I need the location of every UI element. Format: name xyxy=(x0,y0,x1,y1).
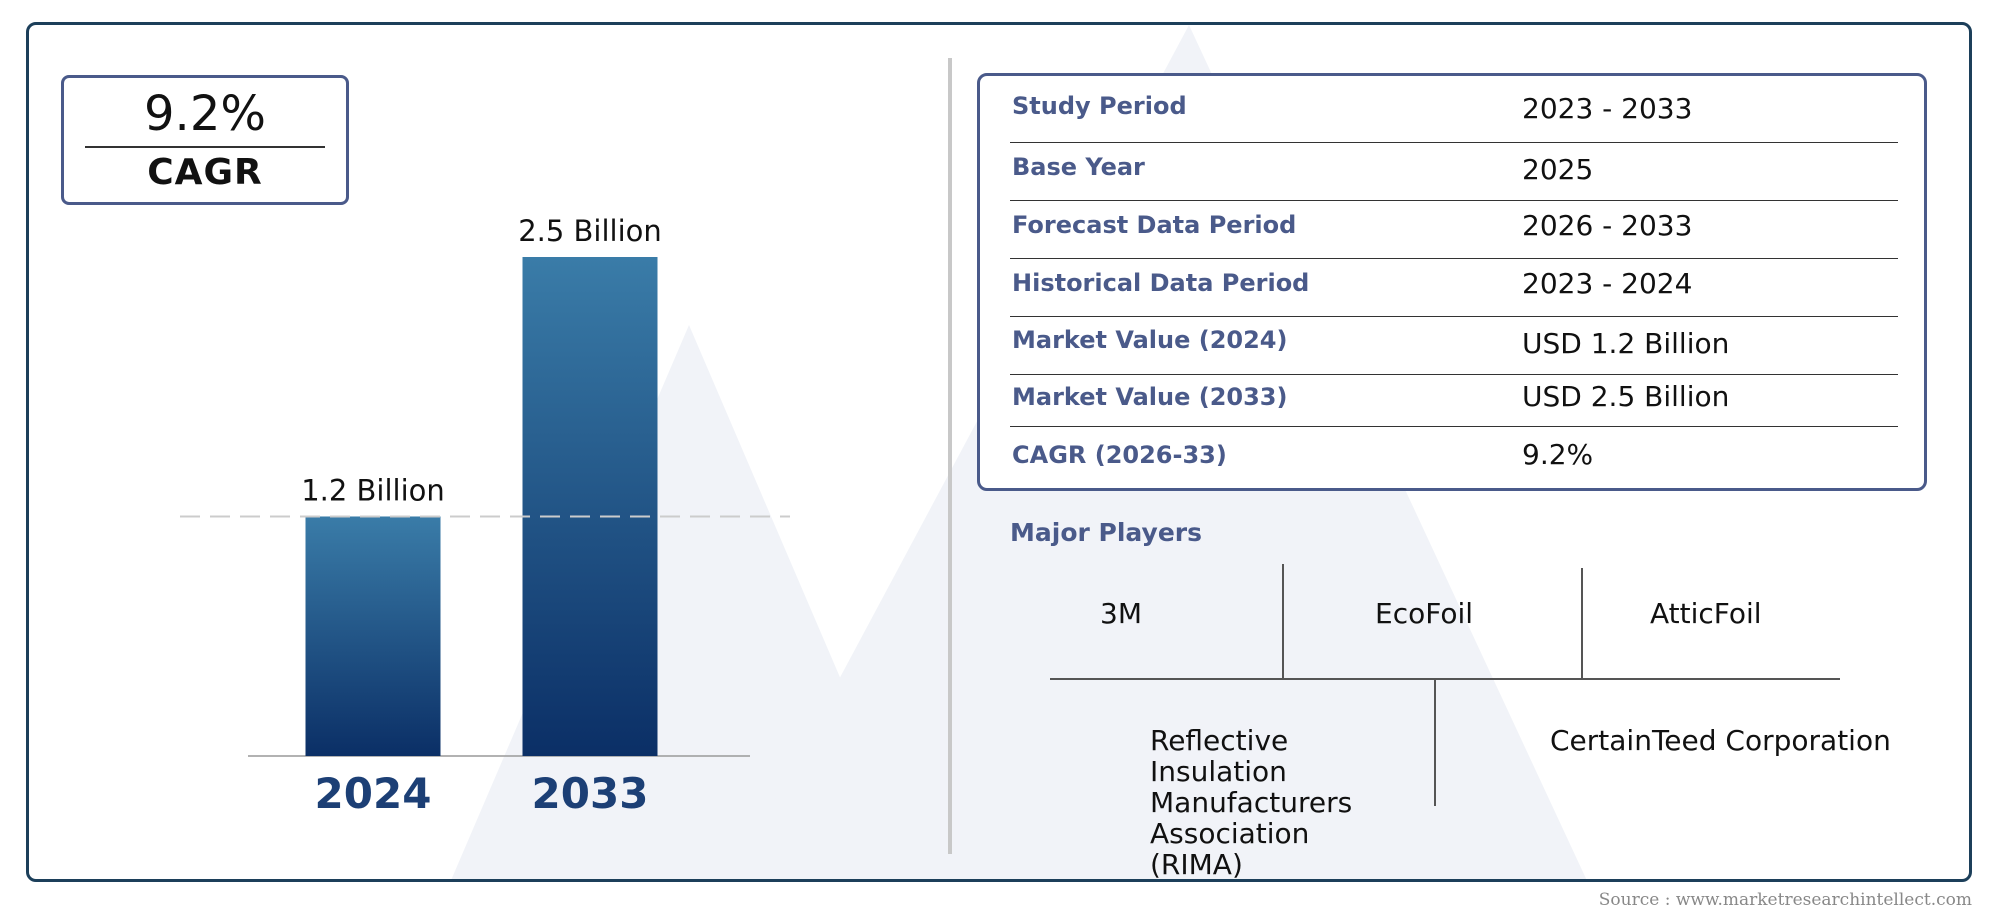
player-divider xyxy=(1050,678,1840,680)
table-row: Forecast Data Period 2026 - 2033 xyxy=(1010,200,1898,259)
major-players-title: Major Players xyxy=(1010,518,1202,547)
player-3m: 3M xyxy=(1100,597,1142,630)
player-divider xyxy=(1282,564,1284,678)
row-value: 2023 - 2024 xyxy=(1522,267,1693,300)
cagr-divider xyxy=(85,146,325,148)
player-divider xyxy=(1434,680,1436,806)
row-value: 2023 - 2033 xyxy=(1522,92,1693,125)
player-divider xyxy=(1581,568,1583,678)
player-atticfoil: AtticFoil xyxy=(1650,597,1762,630)
table-row: Study Period 2023 - 2033 xyxy=(1010,76,1898,143)
table-row: Historical Data Period 2023 - 2024 xyxy=(1010,258,1898,317)
bar-chart: 1.2 Billion 2024 2.5 Billion 2033 xyxy=(180,214,790,818)
row-label: Market Value (2024) xyxy=(1012,326,1288,354)
bar-value-label: 1.2 Billion xyxy=(301,473,445,507)
table-row: Market Value (2024) USD 1.2 Billion xyxy=(1010,316,1898,375)
row-value: USD 2.5 Billion xyxy=(1522,380,1730,413)
table-row: Market Value (2033) USD 2.5 Billion xyxy=(1010,374,1898,427)
row-value: 2025 xyxy=(1522,153,1594,186)
row-value: 2026 - 2033 xyxy=(1522,209,1693,242)
source-note: Source : www.marketresearchintellect.com xyxy=(1598,890,1972,910)
row-value: 9.2% xyxy=(1522,438,1594,471)
table-row: Base Year 2025 xyxy=(1010,142,1898,201)
player-rima: Reflective Insulation Manufacturers Asso… xyxy=(1150,724,1353,881)
x-tick-label: 2024 xyxy=(315,769,432,818)
row-label: Base Year xyxy=(1012,153,1145,181)
row-label: Study Period xyxy=(1012,92,1187,120)
table-row: CAGR (2026-33) 9.2% xyxy=(1010,426,1898,488)
market-info-table: Study Period 2023 - 2033 Base Year 2025 … xyxy=(977,73,1927,491)
row-label: Market Value (2033) xyxy=(1012,383,1288,411)
row-label: Forecast Data Period xyxy=(1012,211,1297,239)
bar-value-label: 2.5 Billion xyxy=(518,214,662,248)
row-value: USD 1.2 Billion xyxy=(1522,327,1730,360)
bar-2033 xyxy=(522,257,658,756)
x-tick-label: 2033 xyxy=(532,769,649,818)
player-certainteed: CertainTeed Corporation xyxy=(1550,724,1891,757)
bar-2024 xyxy=(305,516,441,756)
cagr-label: CAGR xyxy=(147,152,263,193)
vertical-divider xyxy=(948,58,952,854)
cagr-value: 9.2% xyxy=(144,86,266,142)
cagr-card: 9.2% CAGR xyxy=(61,75,349,205)
row-label: Historical Data Period xyxy=(1012,269,1310,297)
player-ecofoil: EcoFoil xyxy=(1375,597,1474,630)
row-label: CAGR (2026-33) xyxy=(1012,441,1227,469)
